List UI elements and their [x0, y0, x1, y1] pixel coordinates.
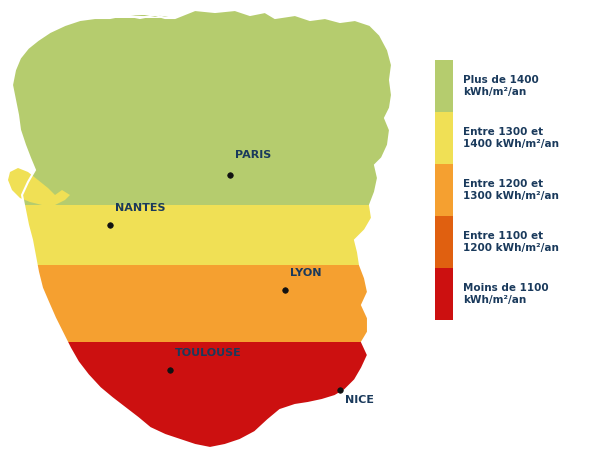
- Bar: [435, 216, 453, 268]
- Polygon shape: [8, 168, 70, 205]
- Polygon shape: [37, 265, 368, 342]
- Polygon shape: [12, 10, 392, 205]
- Text: TOULOUSE: TOULOUSE: [175, 348, 242, 358]
- Bar: [435, 164, 453, 216]
- Bar: [435, 112, 453, 164]
- Text: Entre 1200 et
1300 kWh/m²/an: Entre 1200 et 1300 kWh/m²/an: [463, 179, 559, 201]
- Bar: [435, 268, 453, 320]
- Text: NICE: NICE: [345, 395, 374, 405]
- Text: Entre 1100 et
1200 kWh/m²/an: Entre 1100 et 1200 kWh/m²/an: [463, 231, 559, 253]
- Polygon shape: [24, 205, 372, 265]
- Text: Moins de 1100
kWh/m²/an: Moins de 1100 kWh/m²/an: [463, 283, 548, 305]
- Bar: [435, 60, 453, 112]
- Text: Plus de 1400
kWh/m²/an: Plus de 1400 kWh/m²/an: [463, 75, 539, 97]
- Text: NANTES: NANTES: [115, 203, 165, 213]
- Text: PARIS: PARIS: [235, 150, 271, 160]
- Text: LYON: LYON: [290, 268, 321, 278]
- Text: Entre 1300 et
1400 kWh/m²/an: Entre 1300 et 1400 kWh/m²/an: [463, 127, 559, 149]
- Polygon shape: [67, 342, 368, 448]
